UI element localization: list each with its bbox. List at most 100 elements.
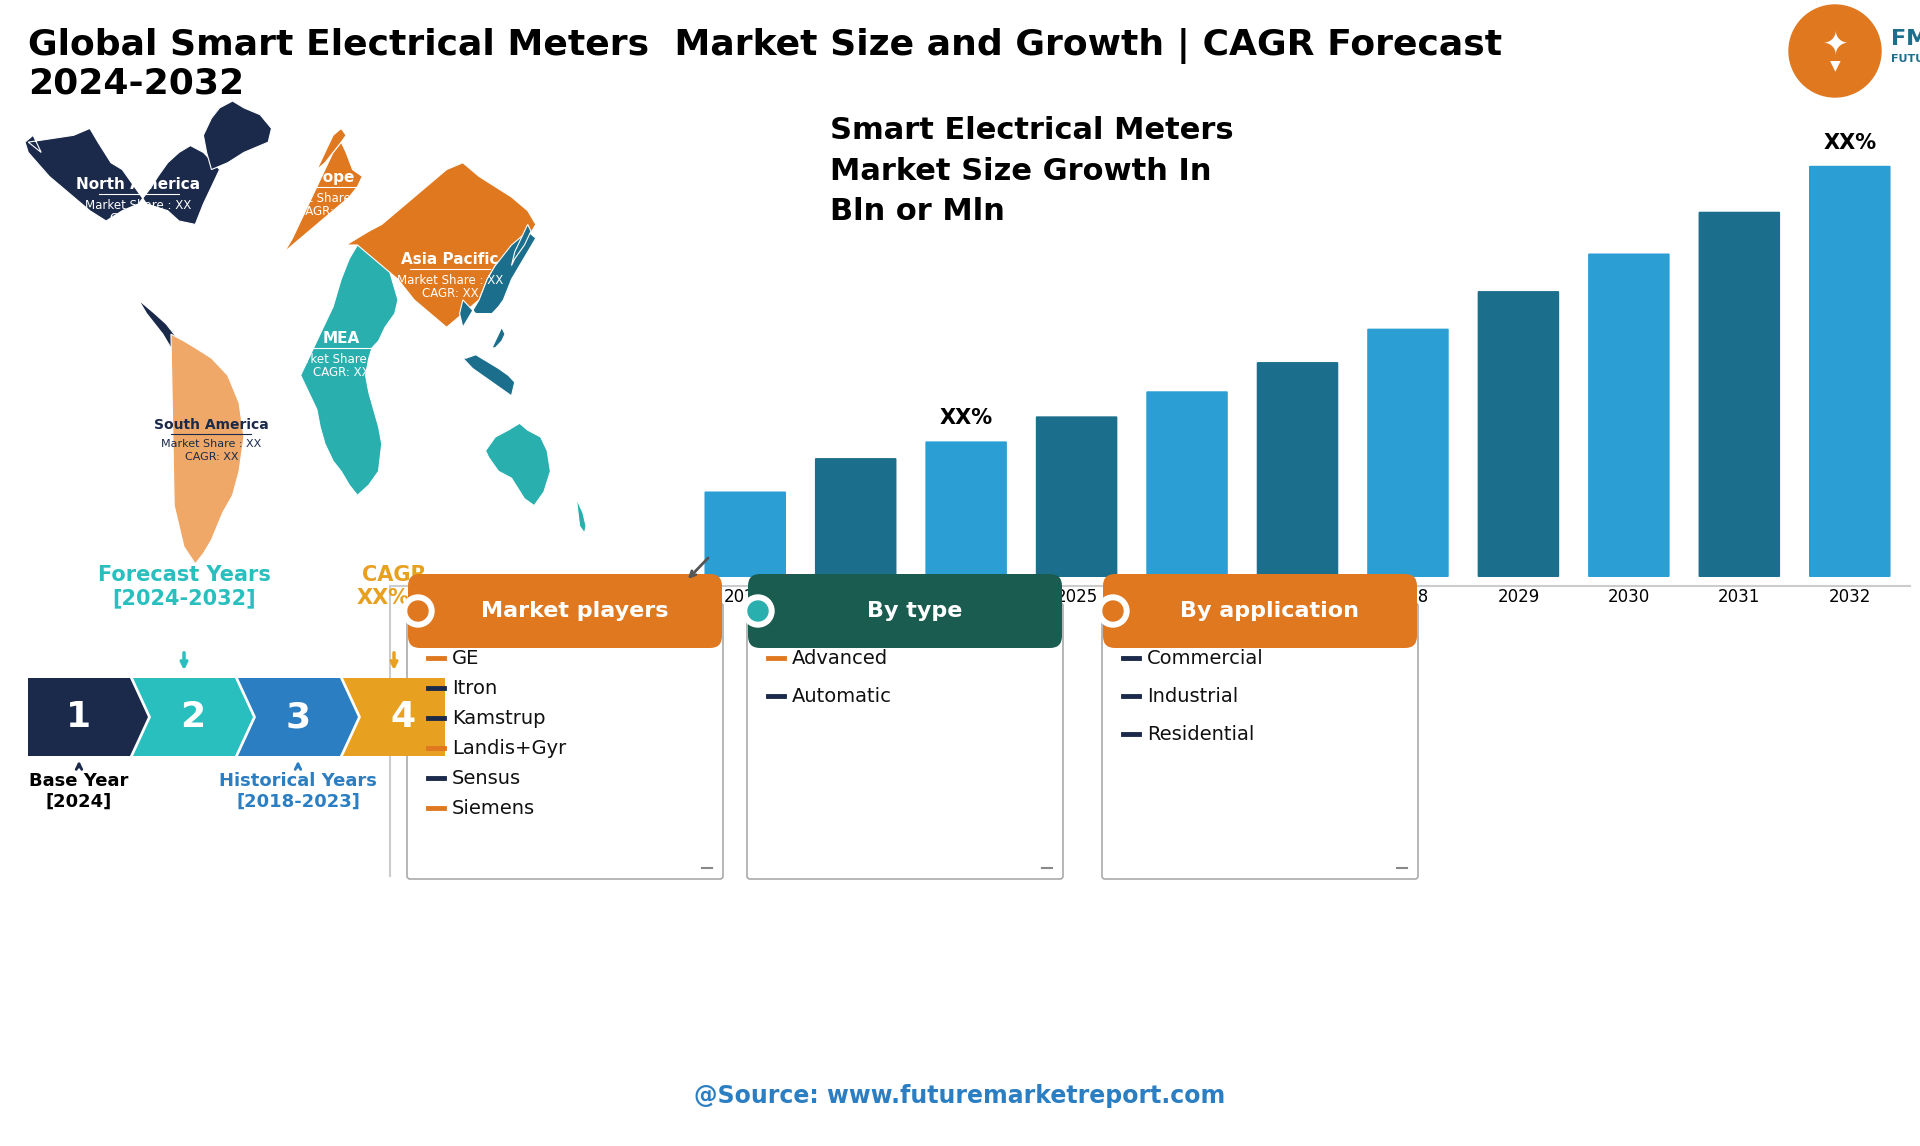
Text: Market Share : XX: Market Share : XX	[84, 199, 192, 212]
Polygon shape	[463, 355, 515, 395]
Text: CAGR: XX: CAGR: XX	[184, 452, 238, 462]
Text: Historical Years
[2018-2023]: Historical Years [2018-2023]	[219, 772, 376, 811]
Circle shape	[741, 595, 774, 627]
Text: Europe: Europe	[296, 170, 355, 185]
Polygon shape	[238, 678, 357, 756]
Text: Asia Pacific: Asia Pacific	[401, 252, 499, 267]
FancyBboxPatch shape	[407, 603, 724, 879]
Text: XX%: XX%	[1824, 133, 1876, 152]
Text: 2025: 2025	[1056, 588, 1098, 606]
Polygon shape	[25, 128, 219, 225]
Polygon shape	[132, 678, 253, 756]
Text: CAGR
XX%%: CAGR XX%%	[357, 565, 430, 609]
FancyBboxPatch shape	[1699, 212, 1780, 576]
Text: Advanced: Advanced	[791, 649, 889, 667]
Text: Market Share : XX: Market Share : XX	[288, 353, 394, 366]
Text: Market Share : XX: Market Share : XX	[397, 274, 503, 288]
Text: 3: 3	[286, 700, 311, 733]
FancyBboxPatch shape	[1102, 603, 1419, 879]
FancyBboxPatch shape	[1102, 574, 1417, 647]
Text: Commercial: Commercial	[1146, 649, 1263, 667]
Text: ✦: ✦	[1822, 31, 1847, 60]
Text: Industrial: Industrial	[1146, 686, 1238, 706]
Text: 2027: 2027	[1277, 588, 1319, 606]
Text: South America: South America	[154, 418, 269, 432]
Text: 1: 1	[67, 700, 92, 733]
FancyBboxPatch shape	[1035, 416, 1117, 576]
FancyBboxPatch shape	[1258, 362, 1338, 576]
FancyBboxPatch shape	[925, 441, 1006, 576]
Polygon shape	[486, 423, 551, 505]
Polygon shape	[492, 328, 505, 348]
Text: Siemens: Siemens	[451, 799, 536, 817]
Text: 2026: 2026	[1165, 588, 1208, 606]
Text: 2024: 2024	[945, 588, 987, 606]
FancyBboxPatch shape	[814, 458, 897, 576]
FancyBboxPatch shape	[1478, 291, 1559, 576]
Text: By type: By type	[868, 601, 962, 621]
Text: 4: 4	[390, 700, 415, 733]
Polygon shape	[29, 678, 148, 756]
Text: XX%: XX%	[939, 408, 993, 429]
Text: ▼: ▼	[1830, 58, 1839, 72]
Polygon shape	[309, 128, 346, 176]
Text: CAGR: XX: CAGR: XX	[298, 205, 353, 218]
Text: Sensus: Sensus	[451, 769, 520, 787]
Polygon shape	[511, 225, 532, 266]
Text: 2028: 2028	[1386, 588, 1428, 606]
Text: Market players: Market players	[482, 601, 668, 621]
Circle shape	[1102, 601, 1123, 621]
Text: Forecast Years
[2024-2032]: Forecast Years [2024-2032]	[98, 565, 271, 609]
FancyBboxPatch shape	[705, 492, 785, 576]
Polygon shape	[284, 142, 363, 252]
Polygon shape	[346, 163, 536, 328]
FancyBboxPatch shape	[1367, 329, 1450, 576]
Text: CAGR: XX: CAGR: XX	[109, 212, 167, 225]
Circle shape	[401, 595, 434, 627]
Text: 2031: 2031	[1718, 588, 1761, 606]
Polygon shape	[111, 266, 179, 348]
Text: Market Share : XX: Market Share : XX	[273, 193, 378, 205]
Text: By application: By application	[1181, 601, 1359, 621]
Text: MEA: MEA	[323, 331, 359, 346]
FancyBboxPatch shape	[407, 574, 722, 647]
Text: CAGR: XX: CAGR: XX	[422, 288, 478, 300]
Polygon shape	[204, 101, 271, 170]
Polygon shape	[171, 335, 244, 564]
Text: Landis+Gyr: Landis+Gyr	[451, 738, 566, 758]
FancyBboxPatch shape	[1588, 253, 1670, 576]
Circle shape	[1789, 5, 1882, 97]
Text: 2: 2	[180, 700, 205, 733]
Text: FMR: FMR	[1891, 29, 1920, 49]
Text: GE: GE	[451, 649, 480, 667]
Text: 2029: 2029	[1498, 588, 1540, 606]
Text: Smart Electrical Meters
Market Size Growth In
Bln or Mln: Smart Electrical Meters Market Size Grow…	[829, 116, 1235, 226]
Circle shape	[1096, 595, 1129, 627]
Text: 2023: 2023	[835, 588, 877, 606]
Text: Residential: Residential	[1146, 724, 1254, 744]
Text: Market Share : XX: Market Share : XX	[161, 439, 261, 449]
Text: CAGR: XX: CAGR: XX	[313, 366, 369, 379]
Text: Automatic: Automatic	[791, 686, 893, 706]
Polygon shape	[576, 499, 586, 533]
Circle shape	[749, 601, 768, 621]
Text: FUTURE MARKET REPORT: FUTURE MARKET REPORT	[1891, 54, 1920, 64]
Text: Kamstrup: Kamstrup	[451, 708, 545, 728]
Text: 2022: 2022	[724, 588, 766, 606]
Polygon shape	[459, 231, 536, 328]
Text: 2024-2032: 2024-2032	[29, 66, 244, 100]
Polygon shape	[344, 678, 445, 756]
Text: @Source: www.futuremarketreport.com: @Source: www.futuremarketreport.com	[695, 1084, 1225, 1108]
FancyBboxPatch shape	[749, 574, 1062, 647]
Text: 2032: 2032	[1828, 588, 1870, 606]
Polygon shape	[301, 238, 397, 495]
FancyBboxPatch shape	[747, 603, 1064, 879]
FancyBboxPatch shape	[1146, 391, 1227, 576]
Text: Global Smart Electrical Meters  Market Size and Growth | CAGR Forecast: Global Smart Electrical Meters Market Si…	[29, 28, 1501, 64]
Text: North America: North America	[77, 176, 200, 191]
Text: 2030: 2030	[1607, 588, 1649, 606]
Text: Itron: Itron	[451, 678, 497, 698]
Text: Base Year
[2024]: Base Year [2024]	[29, 772, 129, 811]
FancyBboxPatch shape	[1809, 166, 1891, 576]
Circle shape	[407, 601, 428, 621]
